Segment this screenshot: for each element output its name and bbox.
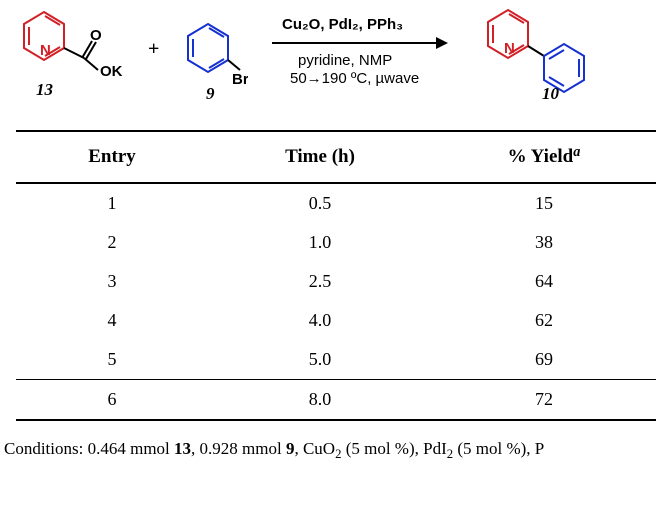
- col-time: Time (h): [208, 131, 432, 183]
- cell-yield: 72: [432, 380, 656, 421]
- cell-time: 1.0: [208, 223, 432, 262]
- cell-time: 2.5: [208, 262, 432, 301]
- structure-9: Br: [178, 0, 248, 90]
- reaction-arrow: [272, 42, 442, 44]
- structure-10: N: [484, 4, 604, 94]
- results-table: Entry Time (h) % Yielda 10.51521.03832.5…: [16, 130, 656, 421]
- cell-time: 5.0: [208, 340, 432, 380]
- table-row: 44.062: [16, 301, 656, 340]
- conditions-footnote: Conditions: 0.464 mmol 13, 0.928 mmol 9,…: [0, 421, 672, 459]
- col-yield: % Yielda: [432, 131, 656, 183]
- cell-entry: 4: [16, 301, 208, 340]
- conditions-line2: 50→190 ºC, µwave: [290, 70, 419, 87]
- table-header-row: Entry Time (h) % Yielda: [16, 131, 656, 183]
- structure-13: N OK O: [20, 6, 135, 91]
- table-row: 55.069: [16, 340, 656, 380]
- svg-text:OK: OK: [100, 63, 123, 80]
- table-row: 21.038: [16, 223, 656, 262]
- label-9: 9: [206, 84, 215, 104]
- conditions-line1: pyridine, NMP: [298, 52, 392, 69]
- table-row: 10.515: [16, 183, 656, 223]
- cell-yield: 64: [432, 262, 656, 301]
- col-entry: Entry: [16, 131, 208, 183]
- cell-time: 4.0: [208, 301, 432, 340]
- cell-time: 8.0: [208, 380, 432, 421]
- cell-time: 0.5: [208, 183, 432, 223]
- table-row: 32.564: [16, 262, 656, 301]
- svg-text:N: N: [504, 40, 515, 57]
- cell-yield: 15: [432, 183, 656, 223]
- cell-entry: 5: [16, 340, 208, 380]
- cell-entry: 6: [16, 380, 208, 421]
- svg-text:N: N: [40, 42, 51, 59]
- svg-text:Br: Br: [232, 71, 248, 88]
- plus-sign: +: [148, 38, 159, 61]
- label-10: 10: [542, 84, 559, 104]
- cell-yield: 69: [432, 340, 656, 380]
- svg-text:O: O: [90, 27, 102, 44]
- cell-yield: 38: [432, 223, 656, 262]
- cell-entry: 2: [16, 223, 208, 262]
- reaction-scheme: N OK O + Br Cu₂O, PdI₂, PPh₃ pyridine, N…: [0, 0, 672, 130]
- cell-entry: 3: [16, 262, 208, 301]
- label-13: 13: [36, 80, 53, 100]
- cell-entry: 1: [16, 183, 208, 223]
- cell-yield: 62: [432, 301, 656, 340]
- conditions-top: Cu₂O, PdI₂, PPh₃: [282, 16, 403, 33]
- table-row: 68.072: [16, 380, 656, 421]
